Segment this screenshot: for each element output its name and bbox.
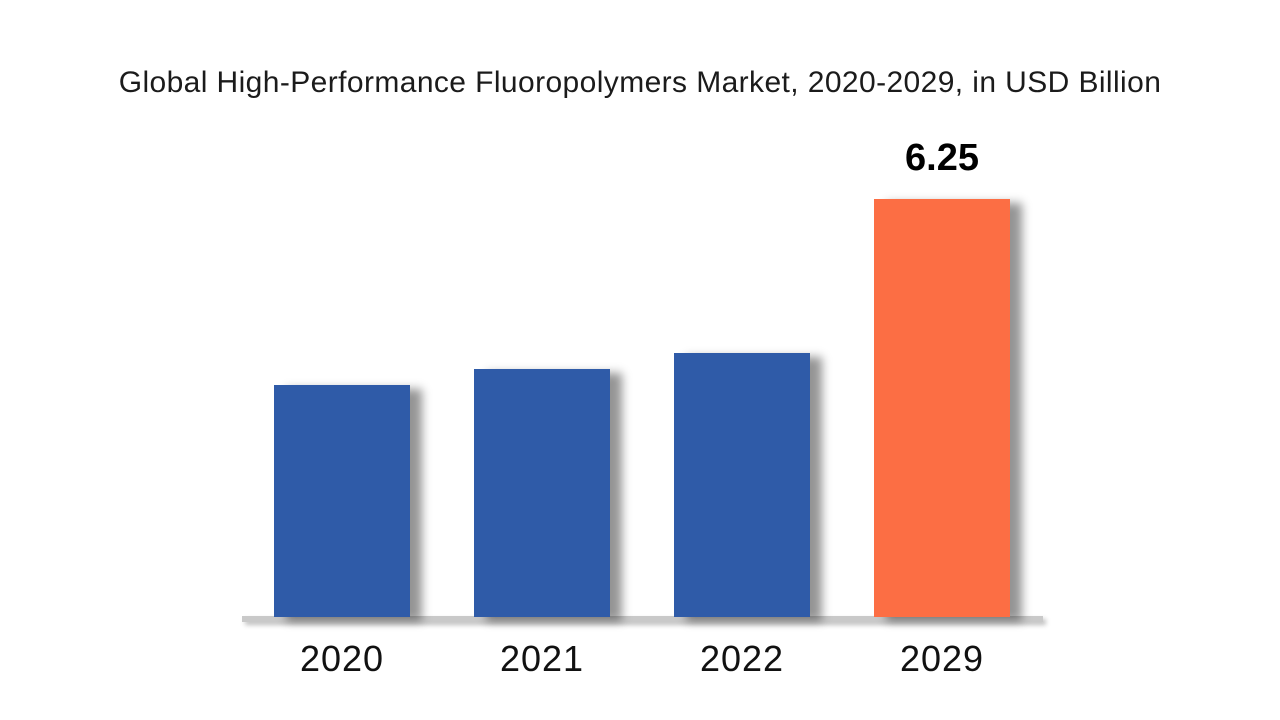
- x-axis-label-2020: 2020: [299, 638, 385, 679]
- bar-2029: [874, 199, 1010, 617]
- bar-2021: [474, 369, 610, 617]
- x-axis-label-2029: 2029: [899, 638, 985, 679]
- bar-2020: [274, 385, 410, 617]
- x-axis-line: [242, 616, 1043, 622]
- bar-value-label-2029: 6.25: [905, 137, 979, 179]
- bar-2022: [674, 353, 810, 617]
- x-axis-label-2021: 2021: [499, 638, 585, 679]
- chart-title: Global High-Performance Fluoropolymers M…: [118, 66, 1162, 99]
- x-axis-label-2022: 2022: [699, 638, 785, 679]
